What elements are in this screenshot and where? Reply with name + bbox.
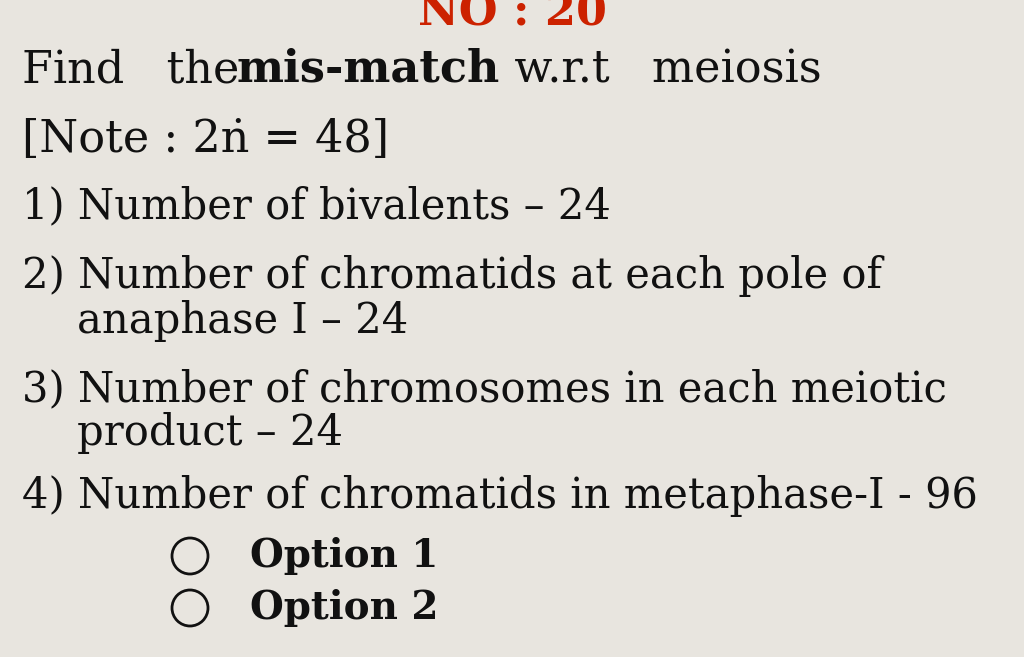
Text: [Note : 2ṅ = 48]: [Note : 2ṅ = 48] [22,118,389,161]
Text: Find   the: Find the [22,48,282,91]
Text: 2) Number of chromatids at each pole of: 2) Number of chromatids at each pole of [22,255,882,297]
Text: product – 24: product – 24 [77,412,343,454]
Text: Option 2: Option 2 [250,589,438,627]
Text: 1) Number of bivalents – 24: 1) Number of bivalents – 24 [22,185,611,227]
Text: 3) Number of chromosomes in each meiotic: 3) Number of chromosomes in each meiotic [22,368,947,410]
Text: NO : 20: NO : 20 [418,0,606,35]
Text: mis-match: mis-match [237,48,501,91]
Text: w.r.t   meiosis: w.r.t meiosis [472,48,821,91]
Text: 4) Number of chromatids in metaphase-I - 96: 4) Number of chromatids in metaphase-I -… [22,475,978,517]
Text: anaphase I – 24: anaphase I – 24 [77,300,409,342]
Text: Option 1: Option 1 [250,537,438,575]
